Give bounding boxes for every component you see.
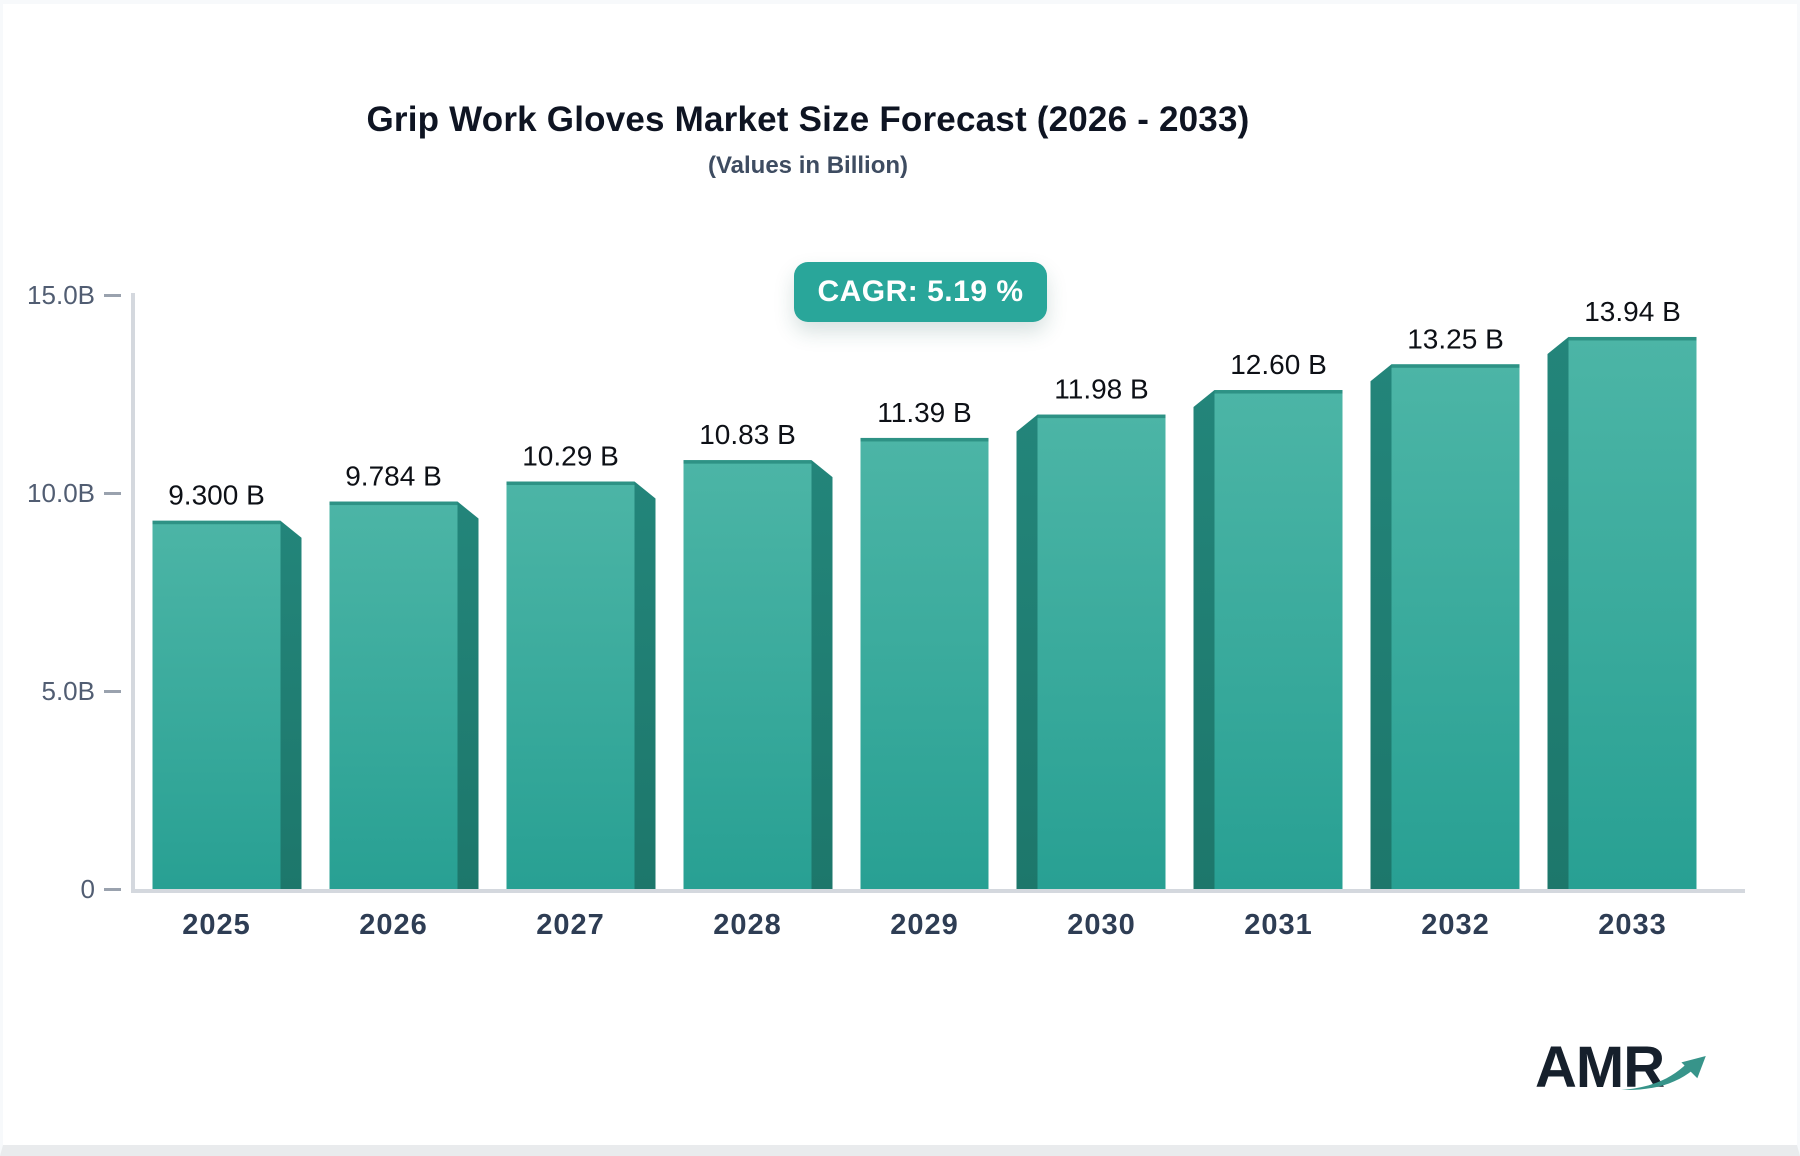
chart-title: Grip Work Gloves Market Size Forecast (2… [366, 100, 1250, 139]
x-axis-label: 2032 [1421, 909, 1490, 941]
bar [1214, 390, 1343, 889]
bar [683, 460, 812, 889]
bar-side [457, 501, 479, 889]
bar-top-edge [860, 437, 989, 442]
x-axis-label: 2031 [1244, 909, 1313, 941]
y-axis-tick-label: 15.0B [27, 280, 95, 310]
y-axis-tick-label: 0 [80, 874, 95, 904]
bar-value-label: 13.94 B [1584, 296, 1681, 327]
bar-side [634, 481, 656, 889]
y-axis-tick-mark [104, 491, 121, 495]
bar-value-label: 11.39 B [877, 397, 971, 428]
bar-plot: 9.300 B 9.784 B 10.29 B 10.83 B 11.39 B 11.98… [152, 296, 1697, 941]
bar-top-edge [1037, 414, 1166, 419]
x-axis-label: 2030 [1067, 909, 1136, 941]
bar-side [1016, 414, 1038, 889]
bar-value-label: 11.98 B [1054, 374, 1148, 405]
bar-side [1370, 364, 1392, 889]
bar-top-edge [506, 481, 635, 486]
bar-value-label: 12.60 B [1230, 349, 1327, 380]
bar [1391, 364, 1520, 889]
x-axis-label: 2028 [713, 909, 782, 941]
y-axis-tick-mark [104, 293, 121, 297]
bar-top-edge [1568, 336, 1697, 341]
bar-value-label: 9.784 B [345, 461, 442, 492]
chart-subtitle: (Values in Billion) [707, 152, 909, 179]
bar [152, 520, 281, 889]
bar-side [280, 520, 302, 889]
cagr-badge: CAGR: 5.19 % [794, 262, 1047, 322]
x-axis-label: 2027 [536, 909, 605, 941]
x-axis-label: 2033 [1598, 909, 1667, 941]
x-axis-label: 2025 [182, 909, 251, 941]
bar-top-edge [1391, 364, 1520, 368]
y-axis-line [131, 293, 135, 891]
bar-top-edge [152, 520, 281, 525]
bar [506, 481, 635, 889]
cagr-badge-label: CAGR: 5.19 % [817, 275, 1024, 308]
y-axis-tick-mark [104, 689, 121, 693]
bar-top-edge [329, 501, 458, 506]
bar-value-label: 9.300 B [168, 480, 265, 511]
bar-top-edge [1214, 390, 1343, 394]
bar-side [1193, 390, 1215, 889]
bar-value-label: 10.83 B [699, 419, 796, 450]
x-axis-line [131, 889, 1745, 893]
x-axis-label: 2026 [359, 909, 428, 941]
bar [329, 501, 458, 889]
y-axis-tick-label: 10.0B [27, 478, 95, 508]
amr-logo-arrow-icon [1621, 1056, 1706, 1091]
bar-top-edge [683, 460, 812, 464]
bar-value-label: 10.29 B [522, 441, 619, 472]
bar [1037, 414, 1166, 889]
bar-side [811, 460, 833, 889]
bar-side [1547, 336, 1569, 889]
y-axis-tick-mark [104, 887, 121, 891]
amr-logo: AMR [1535, 1034, 1725, 1114]
bar-value-label: 13.25 B [1407, 323, 1504, 354]
bar [1568, 336, 1697, 889]
x-axis-label: 2029 [890, 909, 959, 941]
bar [860, 437, 989, 889]
y-axis-tick-label: 5.0B [41, 676, 96, 706]
